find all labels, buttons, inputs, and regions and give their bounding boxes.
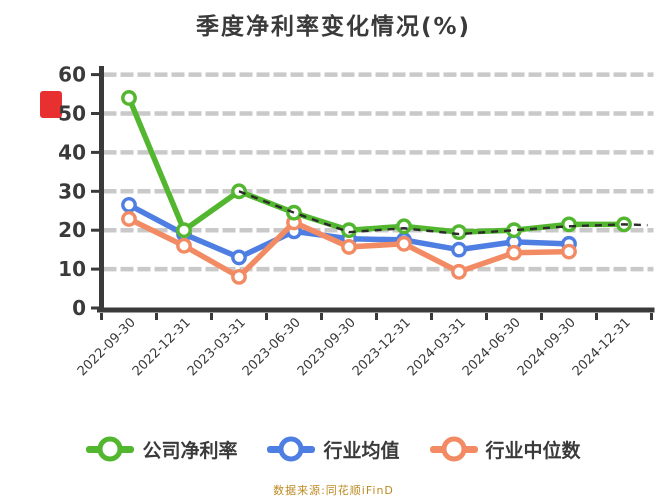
legend-label: 行业中位数 — [485, 439, 581, 462]
legend-marker-icon — [429, 436, 478, 462]
data-point-industry-median[interactable] — [231, 268, 247, 285]
x-axis-label: 2023-03-31 — [185, 315, 249, 379]
data-point-company-net-margin[interactable] — [396, 218, 412, 235]
data-point-industry-mean[interactable] — [121, 197, 137, 213]
legend-label: 公司净利率 — [142, 439, 238, 462]
data-point-industry-mean[interactable] — [231, 249, 247, 266]
x-axis-label: 2024-03-31 — [405, 315, 469, 379]
data-point-industry-mean[interactable] — [451, 241, 467, 258]
data-point-industry-median[interactable] — [121, 211, 137, 227]
y-axis-label: 20 — [58, 218, 86, 242]
x-axis-label: 2022-12-31 — [130, 315, 194, 379]
data-point-industry-median[interactable] — [341, 239, 357, 255]
legend-item-industry-mean[interactable]: 行业均值 — [267, 431, 400, 467]
x-axis-label: 2023-09-30 — [295, 315, 359, 379]
legend-marker-icon — [86, 436, 135, 462]
y-axis-label: 0 — [72, 296, 86, 320]
y-axis-label: 60 — [58, 63, 86, 87]
x-axis-label: 2023-12-31 — [350, 315, 414, 379]
x-axis-label: 2023-06-30 — [240, 315, 304, 379]
data-source-credit: 数据来源:同花顺iFinD — [273, 484, 394, 497]
data-point-industry-median[interactable] — [451, 263, 467, 280]
x-axis-label: 2024-09-30 — [515, 315, 579, 379]
y-axis-label: 50 — [58, 102, 86, 126]
x-axis-label: 2024-06-30 — [460, 315, 524, 379]
data-point-industry-median[interactable] — [176, 237, 192, 254]
data-point-company-net-margin[interactable] — [451, 224, 467, 241]
data-point-company-net-margin[interactable] — [561, 216, 577, 233]
x-axis-label: 2022-09-30 — [75, 315, 139, 379]
data-point-company-net-margin[interactable] — [176, 222, 192, 239]
legend-marker-icon — [267, 436, 316, 462]
legend-item-industry-median[interactable]: 行业中位数 — [429, 431, 581, 467]
data-point-company-net-margin[interactable] — [286, 204, 302, 221]
red-stamp-mark — [40, 91, 62, 118]
data-point-company-net-margin[interactable] — [341, 222, 357, 239]
data-point-industry-median[interactable] — [561, 243, 577, 260]
series-line-company-net-margin — [126, 95, 627, 235]
chart-legend: 公司净利率 行业均值 行业中位数 — [0, 428, 667, 470]
y-axis-label: 40 — [58, 140, 86, 164]
legend-label: 行业均值 — [323, 439, 400, 462]
chart-title: 季度净利率变化情况(%) — [195, 14, 472, 40]
data-point-industry-median[interactable] — [506, 244, 522, 261]
data-point-company-net-margin[interactable] — [121, 90, 137, 106]
legend-item-company-net-margin[interactable]: 公司净利率 — [86, 431, 237, 467]
x-axis-label: 2024-12-31 — [570, 315, 634, 379]
dashed-overlay-line — [238, 190, 648, 236]
y-axis-label: 10 — [58, 257, 86, 281]
y-axis-label: 30 — [58, 179, 86, 203]
data-point-industry-median[interactable] — [396, 235, 412, 252]
